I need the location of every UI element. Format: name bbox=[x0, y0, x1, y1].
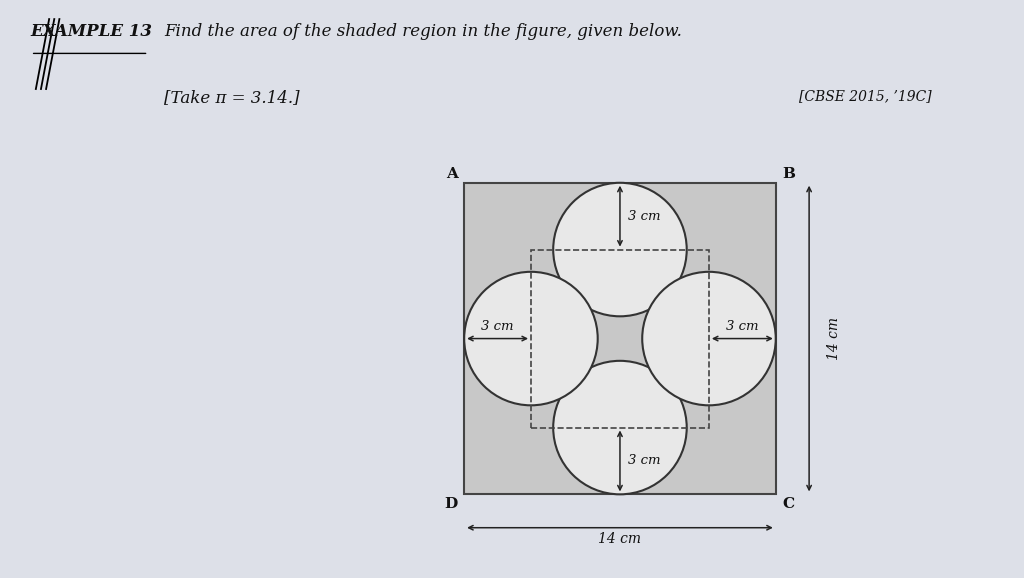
Circle shape bbox=[464, 272, 598, 405]
Bar bbox=[531, 250, 709, 428]
Text: 14 cm: 14 cm bbox=[827, 317, 841, 360]
Text: EXAMPLE 13: EXAMPLE 13 bbox=[31, 23, 153, 40]
Bar bbox=[464, 183, 776, 494]
Text: 14 cm: 14 cm bbox=[598, 532, 641, 546]
Text: 3 cm: 3 cm bbox=[628, 210, 660, 223]
Text: B: B bbox=[782, 166, 796, 180]
Circle shape bbox=[553, 183, 687, 316]
Text: [Take π = 3.14.]: [Take π = 3.14.] bbox=[164, 89, 299, 106]
Text: A: A bbox=[445, 166, 458, 180]
Text: C: C bbox=[782, 497, 795, 510]
Text: D: D bbox=[444, 497, 458, 510]
Circle shape bbox=[642, 272, 776, 405]
Text: 3 cm: 3 cm bbox=[628, 454, 660, 468]
Text: Find the area of the shaded region in the figure, given below.: Find the area of the shaded region in th… bbox=[164, 23, 682, 40]
Circle shape bbox=[553, 361, 687, 494]
Text: [CBSE 2015, ’19C]: [CBSE 2015, ’19C] bbox=[799, 89, 932, 103]
Text: 3 cm: 3 cm bbox=[481, 320, 514, 333]
Text: 3 cm: 3 cm bbox=[726, 320, 759, 333]
